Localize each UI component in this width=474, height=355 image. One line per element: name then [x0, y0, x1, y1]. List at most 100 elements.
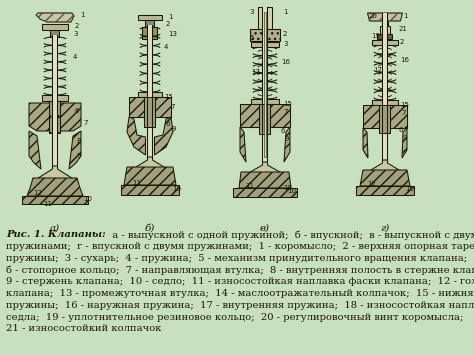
Bar: [380, 105, 391, 133]
Bar: [259, 104, 271, 134]
Polygon shape: [367, 13, 402, 21]
Bar: [380, 26, 390, 34]
Text: 2: 2: [283, 31, 287, 37]
Polygon shape: [391, 105, 407, 128]
Polygon shape: [61, 103, 81, 131]
Polygon shape: [402, 128, 407, 158]
Polygon shape: [69, 131, 81, 169]
Polygon shape: [240, 127, 246, 162]
Polygon shape: [35, 166, 75, 186]
Polygon shape: [239, 172, 291, 188]
Text: 6: 6: [75, 108, 80, 114]
Text: 3: 3: [283, 41, 288, 47]
Text: 3: 3: [73, 31, 78, 37]
Text: 9: 9: [172, 126, 176, 132]
Text: 2: 2: [400, 39, 404, 45]
Text: 10: 10: [287, 188, 296, 194]
Text: пружины;  3 - сухарь;  4 - пружина;  5 - механизм принудительного вращения клапа: пружины; 3 - сухарь; 4 - пружина; 5 - ме…: [6, 253, 467, 263]
Bar: [53, 35, 57, 166]
Polygon shape: [27, 178, 83, 196]
Text: 1: 1: [283, 9, 288, 15]
Text: г): г): [380, 224, 390, 233]
Text: 1: 1: [403, 13, 408, 19]
Bar: [261, 41, 270, 47]
Text: 16: 16: [281, 59, 290, 65]
Text: 17: 17: [373, 67, 382, 73]
Bar: [145, 97, 155, 127]
Bar: [258, 7, 272, 29]
Text: 9: 9: [285, 136, 290, 142]
Text: 10: 10: [83, 196, 92, 202]
Text: 17: 17: [251, 69, 260, 75]
Polygon shape: [127, 117, 146, 155]
Text: 11: 11: [132, 180, 141, 186]
Text: 21: 21: [399, 26, 408, 32]
Text: 7: 7: [283, 109, 288, 115]
Text: 7: 7: [401, 110, 405, 116]
Text: 1: 1: [80, 12, 84, 18]
Bar: [263, 7, 267, 162]
Bar: [264, 12, 266, 157]
Bar: [146, 20, 155, 27]
Bar: [138, 15, 162, 20]
Bar: [233, 188, 297, 197]
Text: 11: 11: [43, 201, 52, 207]
Text: 12: 12: [33, 190, 42, 196]
Text: 11: 11: [245, 183, 254, 189]
Bar: [381, 39, 390, 45]
Text: 9: 9: [403, 135, 408, 141]
Text: 2: 2: [166, 21, 170, 27]
Bar: [143, 27, 157, 39]
Text: 7: 7: [83, 120, 88, 126]
Polygon shape: [240, 104, 259, 127]
Polygon shape: [366, 160, 404, 177]
Text: 4: 4: [73, 54, 77, 60]
Polygon shape: [124, 167, 176, 185]
Polygon shape: [29, 131, 41, 169]
Polygon shape: [129, 97, 145, 117]
Text: пружины;  16 - наружная пружина;  17 - внутренняя пружина;  18 - износостойкая н: пружины; 16 - наружная пружина; 17 - вну…: [6, 301, 474, 310]
Text: 4: 4: [164, 44, 168, 50]
Bar: [356, 186, 414, 195]
Polygon shape: [155, 97, 171, 117]
Bar: [383, 13, 388, 160]
Text: 19: 19: [371, 33, 380, 39]
Bar: [42, 24, 68, 30]
Bar: [22, 196, 88, 204]
Text: 21 - износостойкий колпачок: 21 - износостойкий колпачок: [6, 324, 162, 333]
Bar: [382, 21, 388, 26]
Bar: [250, 29, 280, 41]
Text: клапана;  13 - промежуточная втулка;  14 - маслоотражательный колпачок;  15 - ни: клапана; 13 - промежуточная втулка; 14 -…: [6, 289, 474, 298]
Bar: [51, 30, 60, 37]
Text: 2: 2: [75, 23, 79, 29]
Text: б): б): [145, 224, 155, 233]
Bar: [121, 185, 179, 195]
Text: 6: 6: [166, 121, 171, 127]
Text: а): а): [50, 224, 60, 233]
Polygon shape: [245, 162, 285, 179]
Polygon shape: [29, 103, 49, 131]
Bar: [42, 95, 68, 101]
Text: 9 - стержень клапана;  10 - седло;  11 - износостойкая наплавка фаски клапана;  : 9 - стержень клапана; 10 - седло; 11 - и…: [6, 277, 474, 286]
Text: пружинами;  г - впускной с двумя пружинами;  1 - коромысло;  2 - верхняя опорная: пружинами; г - впускной с двумя пружинам…: [6, 242, 474, 251]
Text: 8: 8: [77, 138, 82, 144]
Polygon shape: [284, 127, 290, 162]
Text: 5: 5: [249, 35, 254, 41]
Bar: [251, 42, 279, 47]
Text: 18: 18: [283, 185, 292, 191]
Polygon shape: [131, 157, 169, 174]
Text: 15: 15: [283, 101, 292, 107]
Bar: [49, 101, 61, 133]
Polygon shape: [363, 128, 368, 158]
Text: 10: 10: [172, 186, 181, 192]
Bar: [250, 29, 280, 41]
Text: 6: 6: [281, 128, 285, 134]
Bar: [377, 34, 392, 39]
Polygon shape: [155, 117, 173, 155]
Text: в): в): [260, 224, 270, 233]
Polygon shape: [36, 13, 74, 22]
Text: седла;  19 - уплотнительное резиновое кольцо;  20 - регулировочный винт коромысл: седла; 19 - уплотнительное резиновое кол…: [6, 313, 464, 322]
Text: 7: 7: [170, 104, 174, 110]
Bar: [138, 92, 162, 97]
Text: 15: 15: [400, 102, 409, 108]
